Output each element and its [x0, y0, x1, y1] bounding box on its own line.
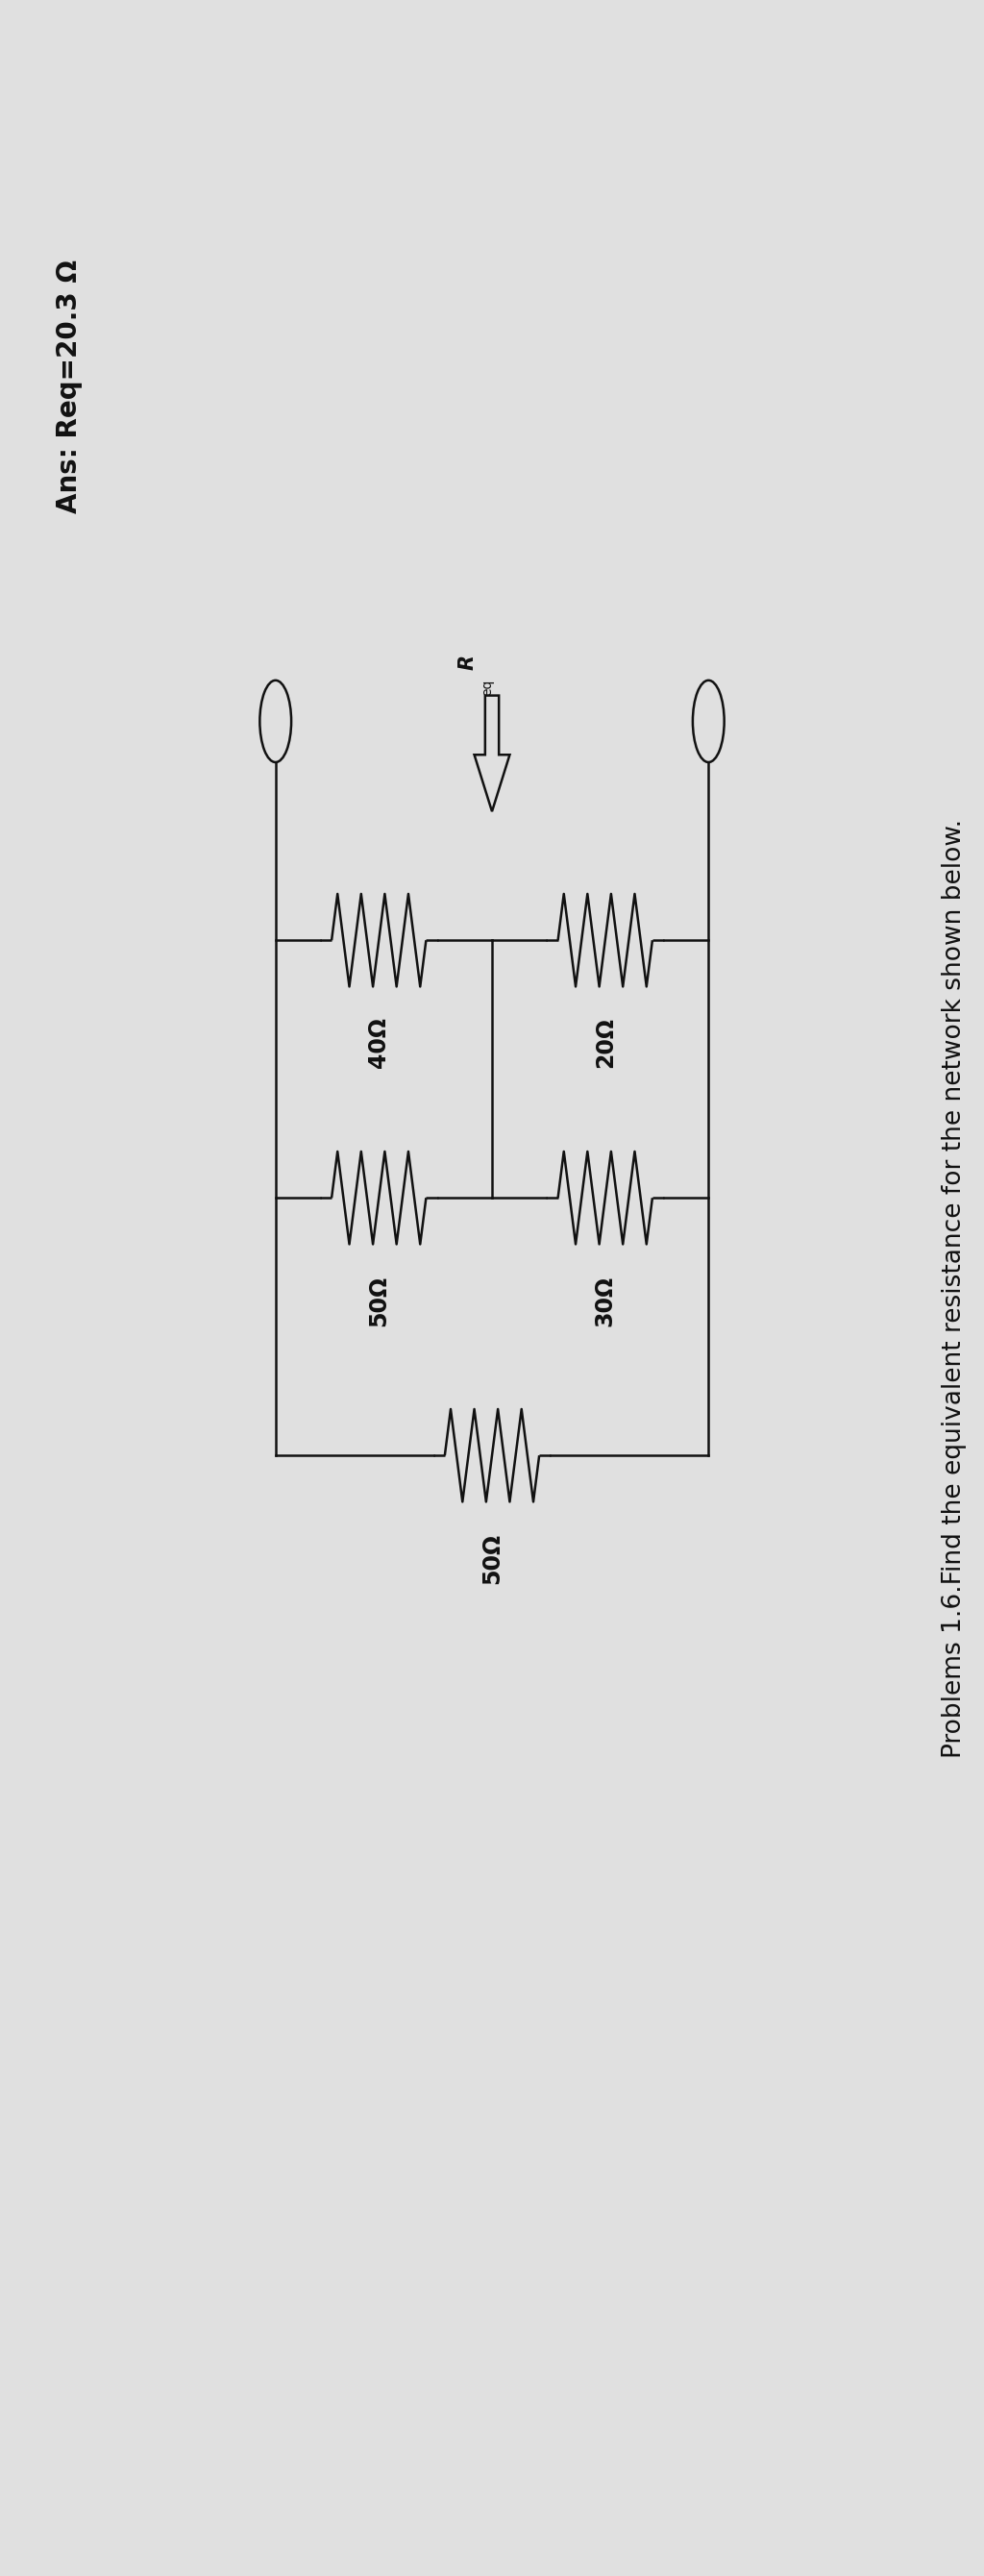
Text: 20Ω: 20Ω	[593, 1018, 617, 1069]
Ellipse shape	[260, 680, 291, 762]
Text: eq: eq	[480, 680, 494, 696]
Text: Problems 1.6.Find the equivalent resistance for the network shown below.: Problems 1.6.Find the equivalent resista…	[942, 819, 967, 1757]
Text: Ans: Req=20.3 Ω: Ans: Req=20.3 Ω	[55, 260, 83, 513]
Text: 50Ω: 50Ω	[480, 1533, 504, 1584]
Ellipse shape	[693, 680, 724, 762]
Text: 30Ω: 30Ω	[593, 1275, 617, 1327]
Text: R: R	[458, 654, 477, 670]
Text: 50Ω: 50Ω	[367, 1275, 391, 1327]
Text: 40Ω: 40Ω	[367, 1018, 391, 1069]
Polygon shape	[474, 696, 510, 811]
